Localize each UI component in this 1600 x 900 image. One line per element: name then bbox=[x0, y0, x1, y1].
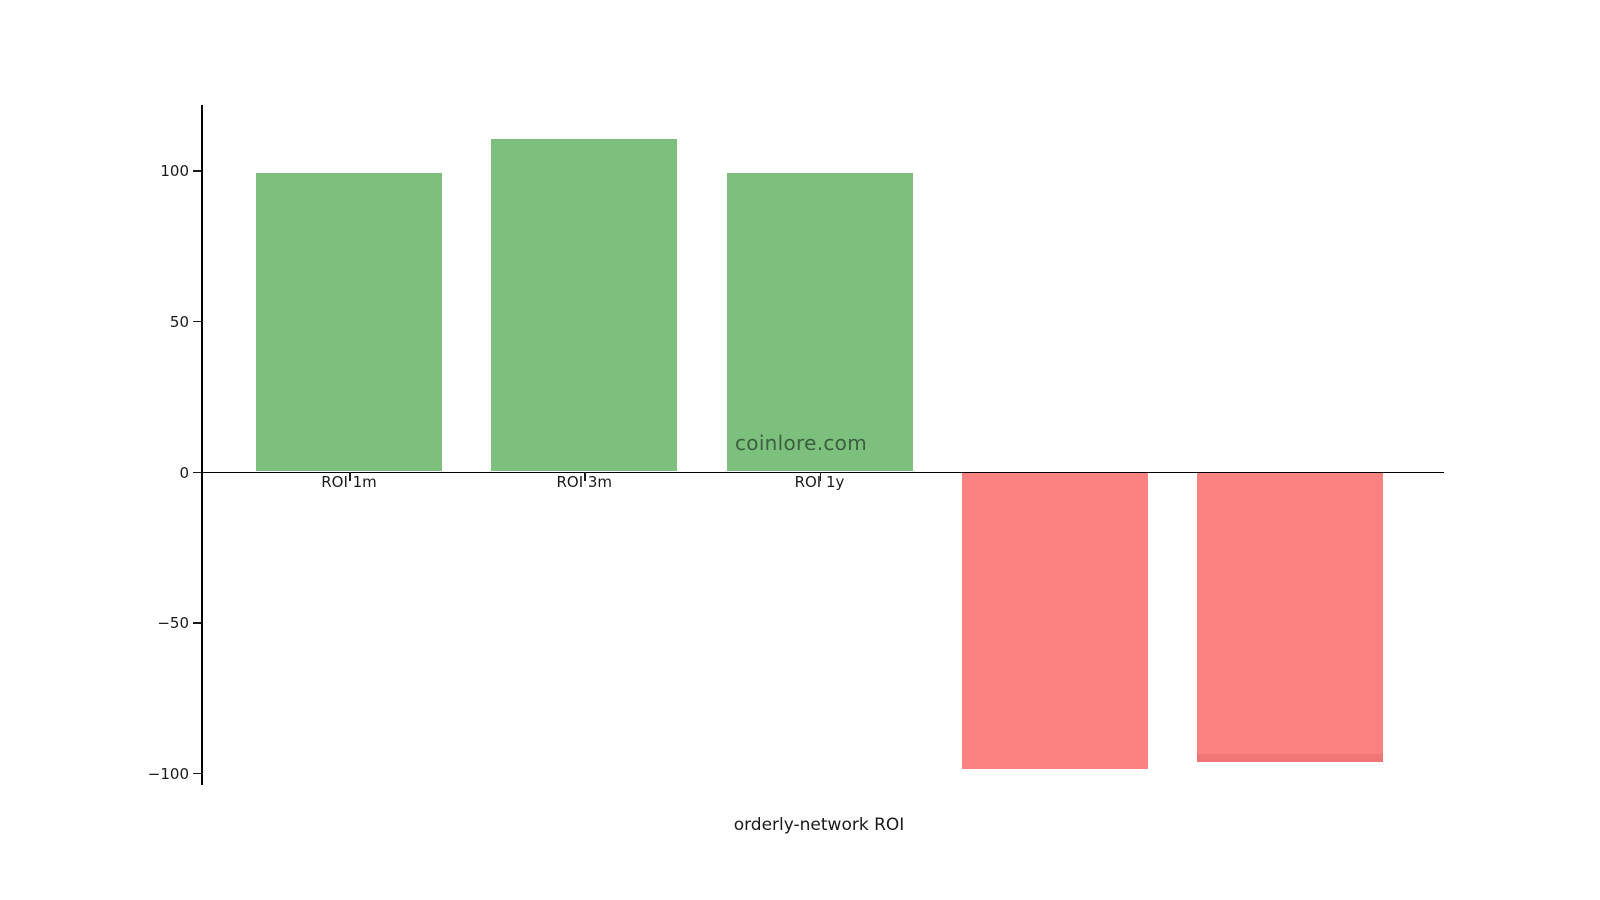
y-tick-label: 100 bbox=[160, 162, 189, 181]
y-axis-spine bbox=[201, 105, 203, 785]
x-tick-mark bbox=[349, 471, 351, 481]
watermark-text: coinlore.com bbox=[734, 431, 868, 455]
chart-title: orderly-network ROI bbox=[733, 815, 905, 835]
y-tick-mark bbox=[193, 471, 201, 473]
y-tick-label: −100 bbox=[147, 764, 189, 783]
bar-roi-3m bbox=[491, 138, 678, 472]
bar-roi-1y bbox=[726, 173, 913, 472]
x-axis-zero-line bbox=[201, 471, 1444, 473]
bar-roi-1m bbox=[256, 173, 442, 472]
x-tick-label: ROI 1y bbox=[794, 473, 845, 491]
x-tick-mark bbox=[584, 471, 586, 481]
y-tick-mark bbox=[193, 622, 201, 624]
x-tick-label: ROI 1m bbox=[321, 473, 377, 491]
y-tick-mark bbox=[193, 320, 201, 323]
y-tick-label: 50 bbox=[169, 312, 189, 331]
bar-unlabeled-4 bbox=[961, 472, 1148, 770]
x-tick-mark bbox=[819, 471, 821, 481]
y-tick-mark bbox=[193, 772, 201, 775]
y-tick-label: −50 bbox=[157, 614, 189, 633]
y-tick-mark bbox=[193, 170, 201, 172]
bar-unlabeled-5 bbox=[1197, 472, 1383, 762]
bar-bottom-stripe bbox=[1197, 753, 1383, 762]
x-tick-label: ROI 3m bbox=[556, 473, 613, 491]
y-tick-label: 0 bbox=[179, 463, 189, 482]
